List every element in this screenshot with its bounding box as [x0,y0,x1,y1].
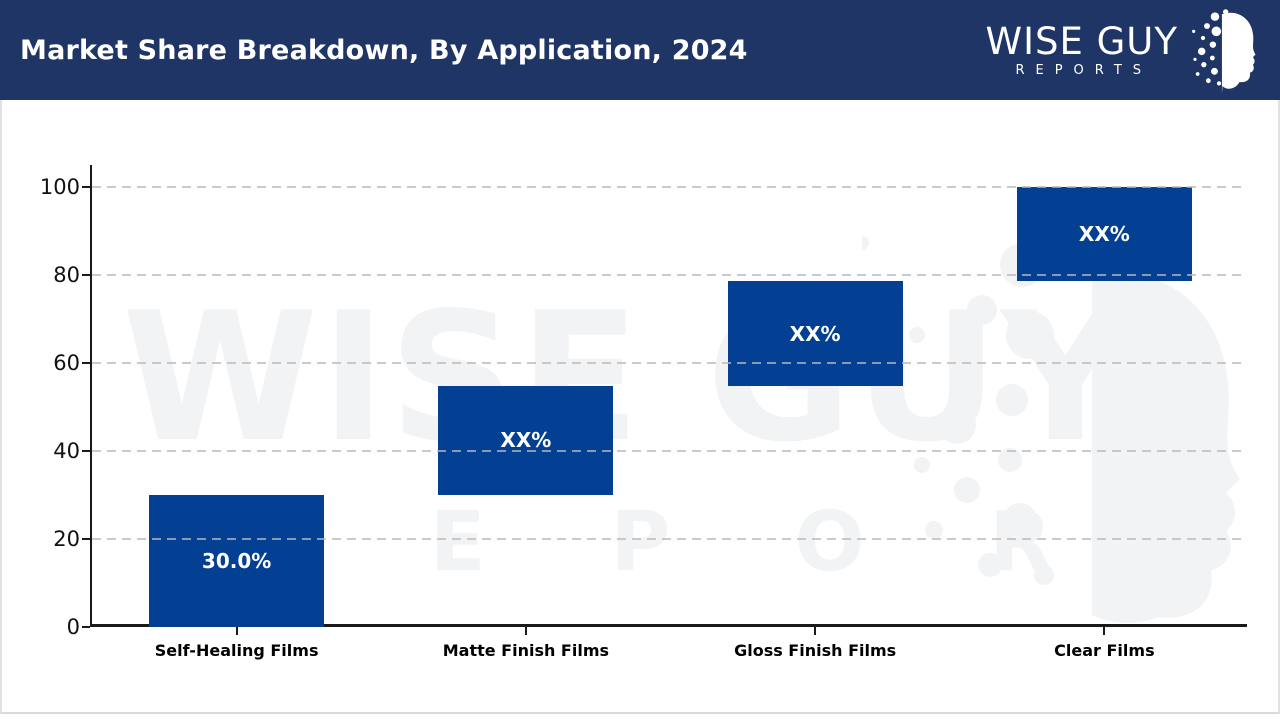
y-axis-tick-label: 40 [53,439,80,463]
y-axis-tick-label: 0 [66,615,80,639]
bar-matte-finish-films [438,385,614,495]
watermark-wordmark: WISE GUY [122,274,1132,481]
header: Market Share Breakdown, By Application, … [0,0,1280,100]
logo-subtitle: REPORTS [1015,63,1153,78]
gridline [92,362,1247,364]
y-axis-tick-mark [82,450,90,452]
y-axis-tick-label: 100 [39,175,80,199]
x-axis-category-label: Gloss Finish Films [734,641,897,660]
bar-gloss-finish-films [727,281,903,386]
gridline [92,186,1247,188]
x-axis-tick-mark [235,627,238,635]
logo-face-icon [1192,9,1256,94]
bar-value-label: XX% [500,428,552,453]
y-axis-tick-mark [82,538,90,540]
y-axis-tick-mark [82,626,90,628]
wise-guy-logo: WISE GUY REPORTS [986,6,1266,94]
y-axis-tick-label: 60 [53,351,80,375]
y-axis-tick-label: 80 [53,263,80,287]
logo-wordmark: WISE GUY [985,20,1178,63]
watermark-subtitle: R E P O R T S [242,495,1280,590]
watermark-face-icon [862,230,1240,623]
gridline [92,538,1247,540]
x-axis-tick-mark [524,627,527,635]
x-axis-category-label: Clear Films [1054,641,1155,660]
page-title: Market Share Breakdown, By Application, … [20,34,748,66]
gridline [92,274,1247,276]
y-axis-tick-mark [82,186,90,188]
logo-text: WISE GUY REPORTS [986,23,1178,77]
plot-area: WISE GUY R E P O R T S 0 20 40 60 80 100 30.0%… [40,165,1280,660]
bar-value-label: XX% [789,321,841,346]
y-axis-tick-mark [82,362,90,364]
x-axis-category-label: Self-Healing Films [154,641,319,660]
bar-value-label: 30.0% [201,549,272,573]
y-axis-tick-label: 20 [53,527,80,551]
bar-value-label: XX% [1078,222,1130,247]
gridline [92,450,1247,452]
x-axis-tick-mark [1103,627,1106,635]
chart-region: WISE GUY R E P O R T S 0 20 40 60 80 100 30.0%… [0,100,1280,714]
y-axis-tick-mark [82,274,90,276]
bar-self-healing-films [149,495,325,627]
x-axis-category-label: Matte Finish Films [442,641,610,660]
x-axis-tick-mark [814,627,817,635]
